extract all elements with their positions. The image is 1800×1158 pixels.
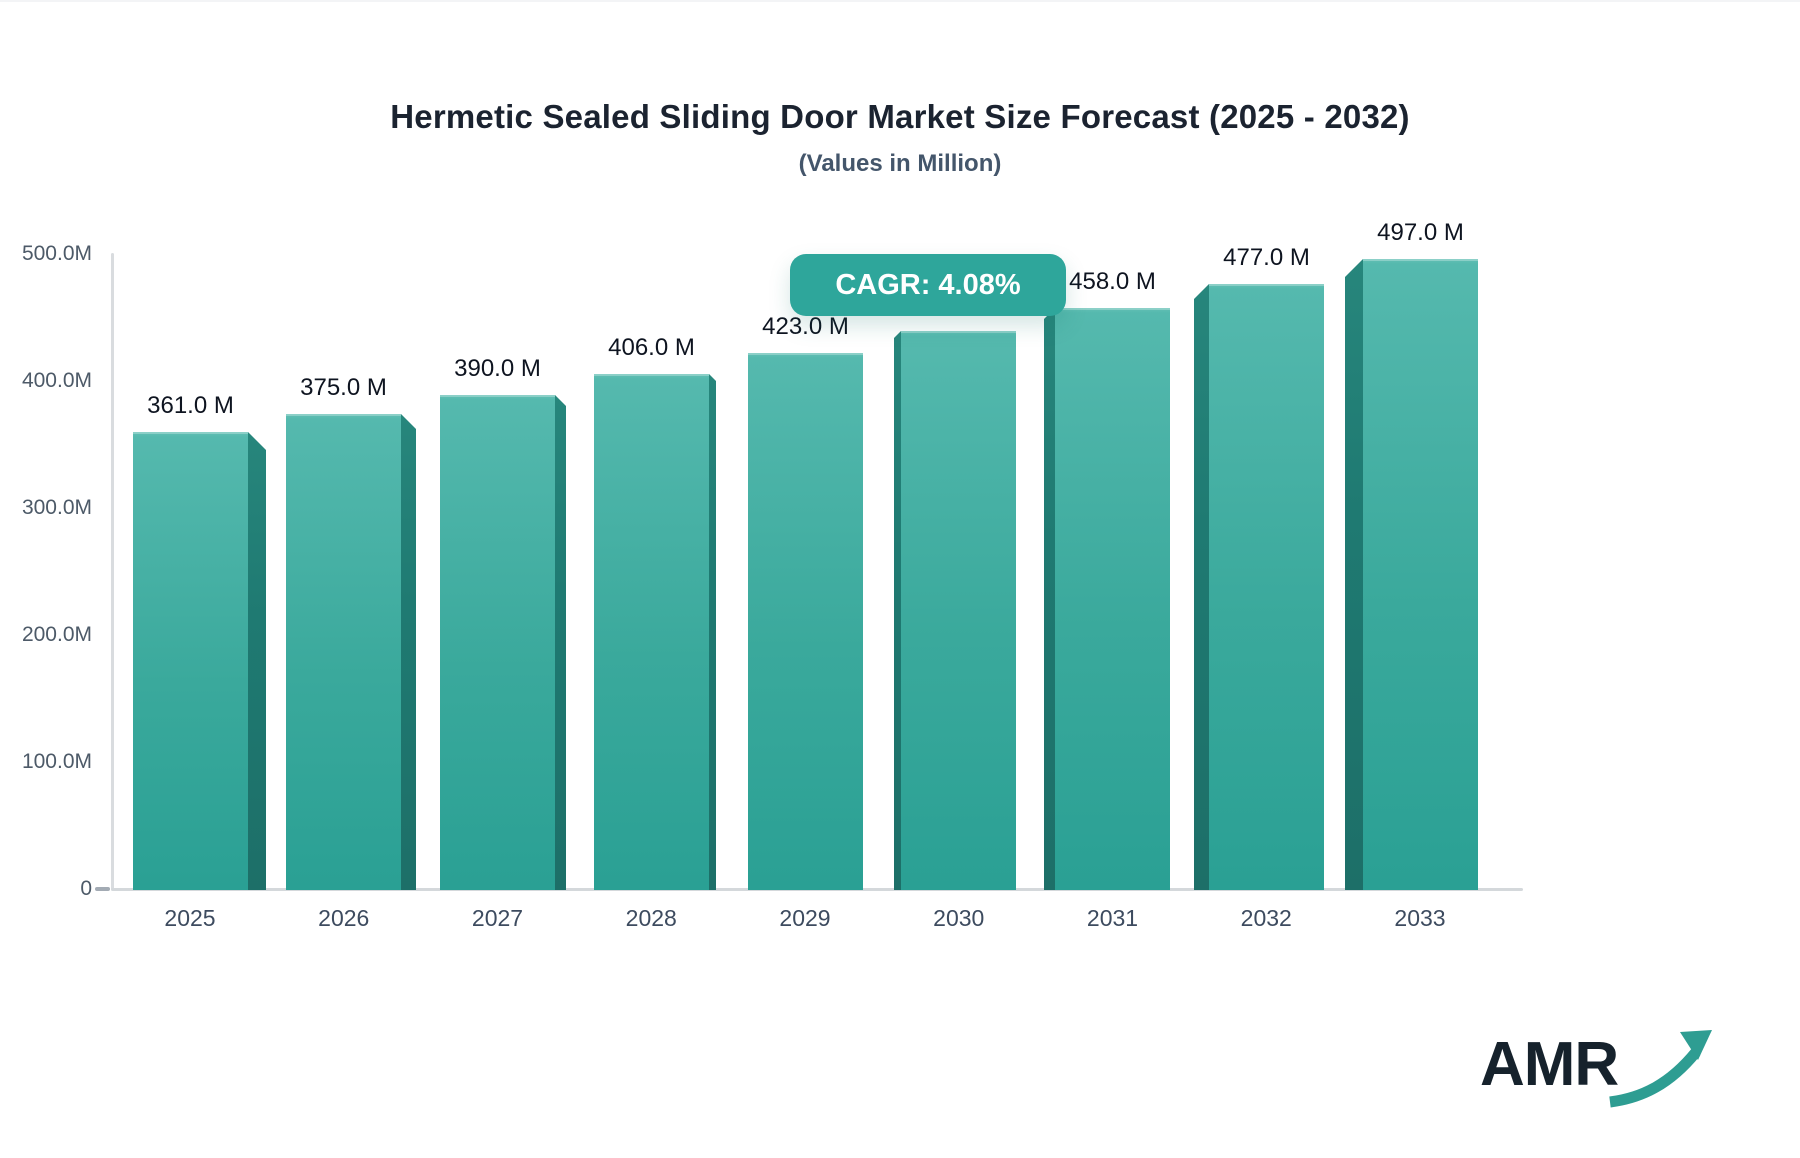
amr-logo: AMR [1480,1024,1720,1124]
x-tick-label-2029: 2029 [779,905,831,931]
x-tick-label-2028: 2028 [625,905,677,931]
y-tick-label-200: 200.0M [21,623,92,646]
x-tick-label-2033: 2033 [1394,905,1446,931]
bar-value-label-2032: 477.0 M [1223,244,1310,271]
x-tick-label-2030: 2030 [933,905,985,931]
cagr-badge[interactable]: CAGR: 4.08% [790,254,1066,316]
bar-value-label-2029: 423.0 M [762,313,849,340]
y-tick-label-300: 300.0M [21,496,92,519]
bar-side-2030 [894,331,901,890]
bar-2033[interactable] [1363,259,1478,890]
x-tick-label-2032: 2032 [1240,905,1292,931]
y-tick-label-0: 0 [80,877,92,900]
amr-logo-text: AMR [1480,1030,1619,1099]
growth-arrow-icon [1609,1030,1712,1108]
bar-2027[interactable] [440,395,555,890]
bar-2026[interactable] [286,414,401,890]
chart-title: Hermetic Sealed Sliding Door Market Size… [390,98,1410,135]
bar-side-2032 [1194,284,1209,890]
bar-side-2028 [709,374,716,890]
bar-value-label-2031: 458.0 M [1069,268,1156,295]
chart-subtitle: (Values in Million) [798,150,1002,177]
y-axis-line [111,253,114,890]
bar-side-2026 [401,414,416,890]
bar-2028[interactable] [594,374,709,890]
bar-value-label-2033: 497.0 M [1377,219,1464,246]
bar-value-label-2026: 375.0 M [300,374,387,401]
bar-value-label-2028: 406.0 M [608,334,695,361]
bar-2032[interactable] [1209,284,1324,890]
bar-2029[interactable] [748,353,863,890]
y-tick-label-400: 400.0M [21,369,92,392]
bar-2030[interactable] [901,331,1016,890]
x-tick-label-2025: 2025 [164,905,216,931]
bar-2031[interactable] [1055,308,1170,890]
y-tick-label-500: 500.0M [21,242,92,265]
bar-value-label-2025: 361.0 M [147,392,234,419]
bar-side-2027 [555,395,566,890]
cagr-badge-label: CAGR: 4.08% [835,268,1021,301]
bar-side-2025 [248,432,266,890]
x-tick-label-2027: 2027 [471,905,524,931]
x-tick-label-2031: 2031 [1086,905,1139,931]
bar-side-2033 [1345,259,1363,890]
x-tick-label-2026: 2026 [318,905,370,931]
bar-side-2031 [1044,308,1055,890]
zero-tick-mark [95,887,110,891]
bar-value-label-2027: 390.0 M [454,355,541,382]
bar-2025[interactable] [133,432,248,890]
y-tick-label-100: 100.0M [21,750,92,773]
